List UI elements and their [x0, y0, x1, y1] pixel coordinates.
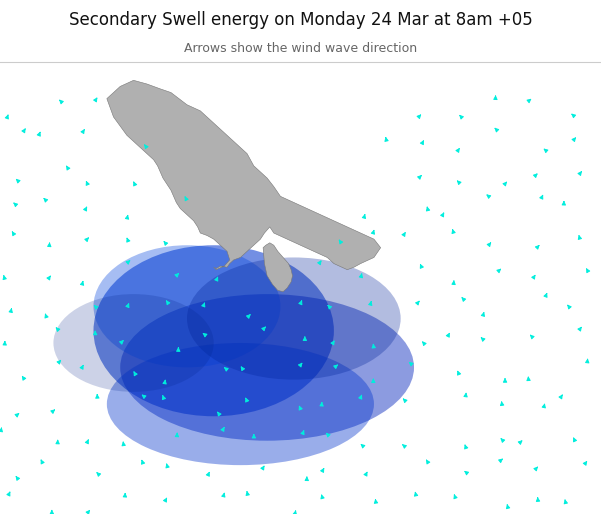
Ellipse shape — [94, 245, 334, 416]
Ellipse shape — [187, 258, 401, 380]
Ellipse shape — [53, 294, 214, 392]
Text: Secondary Swell energy on Monday 24 Mar at 8am +05: Secondary Swell energy on Monday 24 Mar … — [69, 11, 532, 29]
Ellipse shape — [120, 294, 414, 440]
Text: Arrows show the wind wave direction: Arrows show the wind wave direction — [184, 42, 417, 55]
Polygon shape — [107, 80, 380, 270]
Ellipse shape — [107, 343, 374, 465]
Polygon shape — [263, 243, 293, 291]
Ellipse shape — [94, 245, 281, 368]
